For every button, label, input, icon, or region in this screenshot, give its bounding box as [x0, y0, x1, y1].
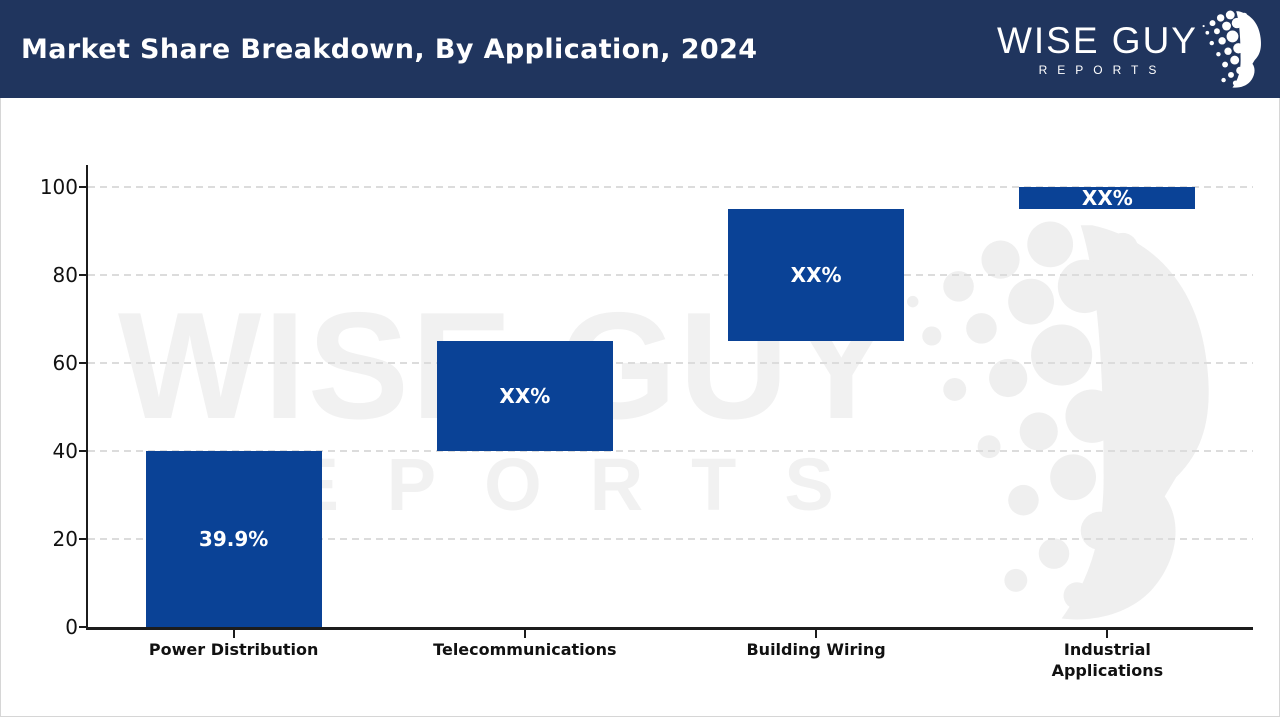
category-label: Telecommunications [433, 640, 617, 659]
gridline-100 [88, 186, 1253, 188]
logo-subtext: REPORTS [1038, 62, 1167, 77]
y-tick-mark-60 [79, 362, 87, 364]
category-label: Industrial Applications [1051, 640, 1164, 680]
y-tick-mark-40 [79, 450, 87, 452]
gridline-60 [88, 362, 1253, 364]
x-axis-line [86, 627, 1253, 630]
y-tick-label-80: 80 [52, 263, 78, 287]
wiseguy-head-icon [1202, 10, 1261, 88]
bar-segment: XX% [436, 341, 613, 451]
x-tick-mark-2 [815, 630, 818, 638]
wiseguy-logo-text: WISE GUY REPORTS [996, 19, 1198, 77]
bar-segment: XX% [1019, 186, 1196, 210]
category-label: Power Distribution [148, 640, 319, 659]
x-tick-mark-1 [523, 630, 526, 638]
y-tick-label-60: 60 [52, 351, 78, 375]
watermark-head-icon [907, 221, 1209, 620]
y-tick-mark-0 [79, 626, 87, 628]
wiseguy-logo: WISE GUY REPORTS [997, 0, 1268, 98]
x-tick-mark-0 [232, 630, 235, 638]
page-title: Market Share Breakdown, By Application, … [21, 33, 758, 65]
y-tick-label-0: 0 [65, 615, 78, 639]
bar-segment: 39.9% [145, 451, 322, 627]
gridline-40 [88, 450, 1253, 452]
bar-value-label: XX% [499, 384, 551, 408]
bar-value-label: XX% [790, 263, 842, 287]
header-band: Market Share Breakdown, By Application, … [0, 0, 1280, 98]
gridline-20 [88, 538, 1253, 540]
x-tick-mark-3 [1106, 630, 1109, 638]
category-label: Building Wiring [746, 640, 886, 659]
y-tick-mark-20 [79, 538, 87, 540]
gridline-80 [88, 274, 1253, 276]
y-tick-mark-100 [79, 186, 87, 188]
logo-wordmark: WISE GUY [996, 19, 1198, 61]
bar-segment: XX% [728, 209, 905, 341]
y-tick-label-40: 40 [52, 439, 78, 463]
y-axis-line [86, 165, 88, 629]
y-tick-label-20: 20 [52, 527, 78, 551]
bar-value-label: XX% [1081, 186, 1133, 210]
y-tick-mark-80 [79, 274, 87, 276]
bar-value-label: 39.9% [198, 527, 269, 551]
y-tick-label-100: 100 [39, 175, 78, 199]
